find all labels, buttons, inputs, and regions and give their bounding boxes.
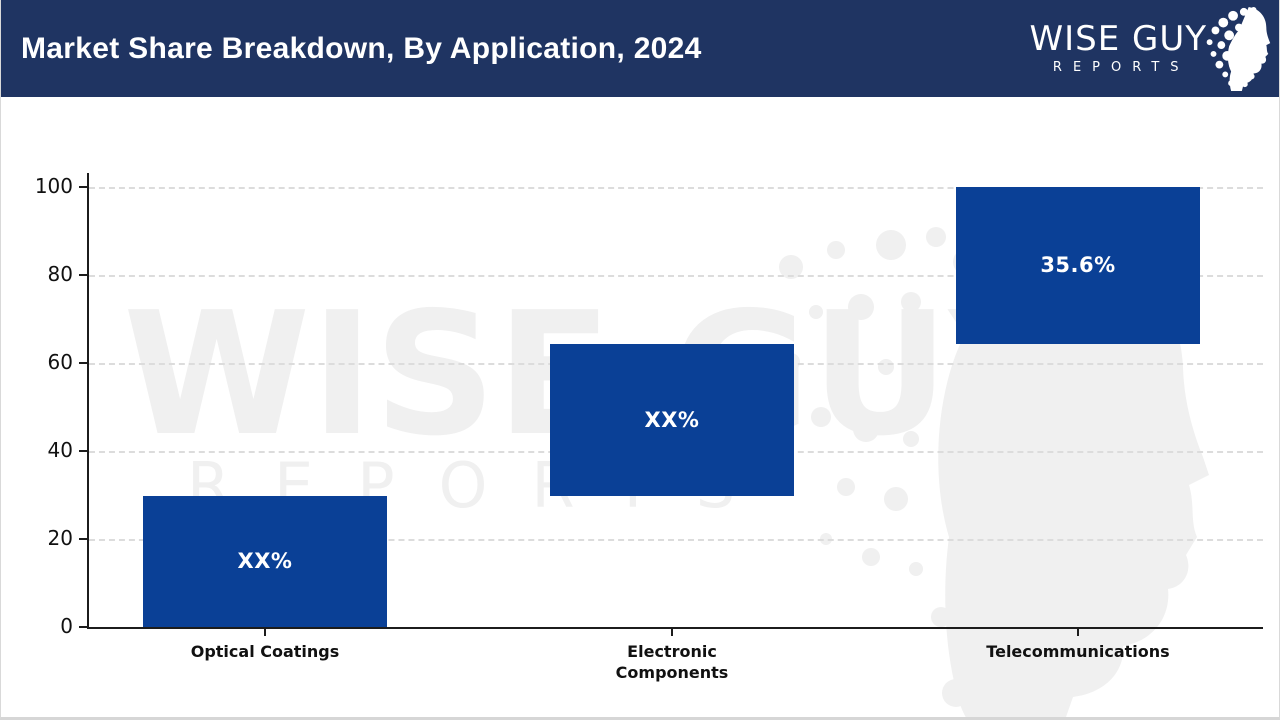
gridline [89,539,1263,541]
report-header: Market Share Breakdown, By Application, … [1,0,1279,97]
category-label-telecommunications: Telecommunications [986,642,1170,661]
category-label-optical-coatings: Optical Coatings [190,642,340,661]
y-axis-tick [79,538,87,540]
y-tick-label: 60 [47,350,73,374]
bar-value-label: XX% [644,407,700,432]
category-label-electronic-components: Electronic Components [615,642,729,682]
bar-electronic-components: XX% [550,343,794,496]
logo-wordmark-line1: WISE GUY [1029,19,1207,59]
y-axis-tick [79,626,87,628]
y-tick-label: 80 [47,262,73,286]
chart-area: WISE GUY REPORTS 0 20 40 60 80 100 XX% [1,97,1279,717]
y-axis-tick [79,274,87,276]
logo-wordmark-line2: REPORTS [1052,60,1190,75]
y-axis-spine [87,173,89,629]
gridline [89,187,1263,189]
logo-face-icon [1206,6,1271,91]
x-axis-tick [1077,629,1079,636]
gridline [89,275,1263,277]
logo-wordmark: WISE GUY REPORTS [1029,22,1207,75]
y-tick-label: 0 [60,614,73,638]
bar-value-label: XX% [237,549,293,574]
bar-optical-coatings: XX% [143,495,387,627]
y-tick-label: 40 [47,438,73,462]
y-tick-label: 100 [34,173,73,198]
page-title: Market Share Breakdown, By Application, … [21,31,702,65]
bar-telecommunications: 35.6% [956,187,1200,344]
y-axis-tick [79,186,87,188]
x-axis-spine [87,627,1263,629]
bar-value-label: 35.6% [1040,253,1116,278]
x-axis-tick [264,629,266,636]
y-axis-tick [79,362,87,364]
x-axis-tick [671,629,673,636]
wiseguy-logo: WISE GUY REPORTS [1029,5,1271,93]
y-tick-label: 20 [47,526,73,550]
y-axis-tick [79,450,87,452]
plot-area: 0 20 40 60 80 100 XX% XX% 35.6% Optical Coatings E… [35,173,1263,682]
